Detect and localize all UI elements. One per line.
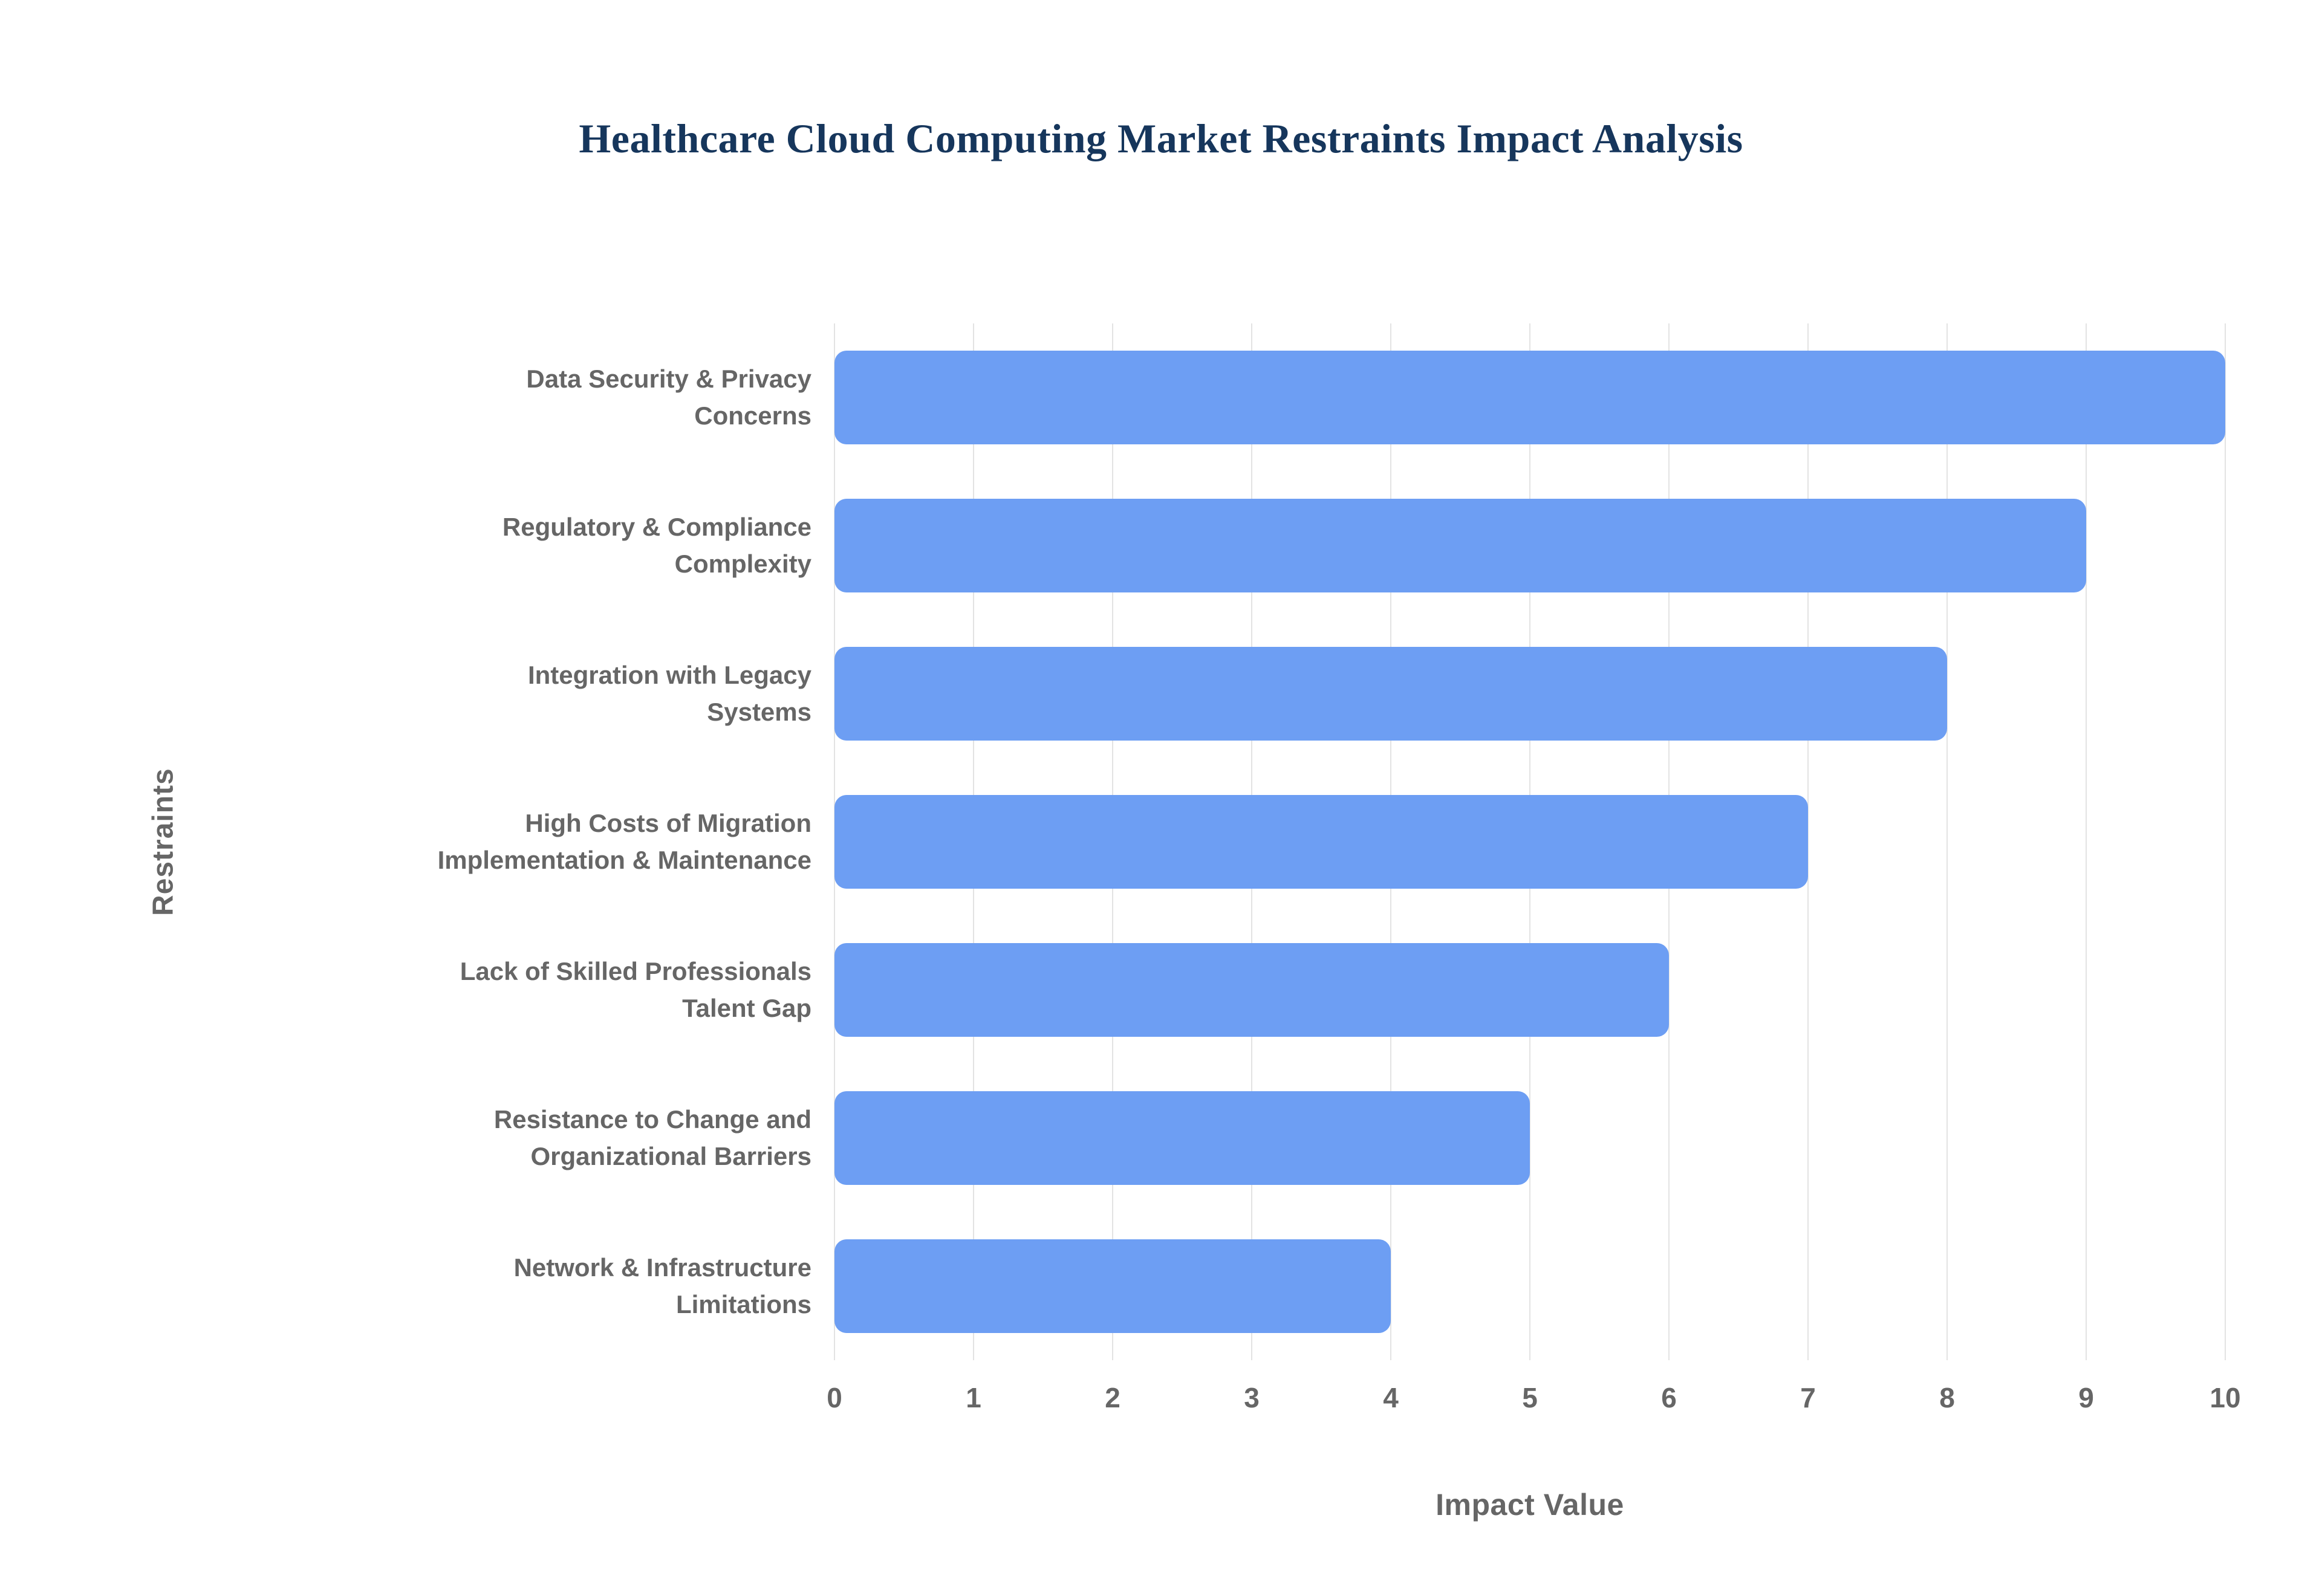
bar-cell: [834, 916, 2225, 1064]
bar[interactable]: [834, 1091, 1530, 1185]
category-label: Regulatory & Compliance Complexity: [502, 512, 811, 578]
bar-cell: [834, 768, 2225, 916]
bar[interactable]: [834, 351, 2225, 444]
gridline: [1946, 323, 1948, 1360]
x-axis-ticks: 0 1 2 3 4 5 6 7 8 9 10: [827, 1381, 2240, 1418]
category-label: Lack of Skilled Professionals Talent Gap: [460, 956, 811, 1022]
category-label: Network & Infrastructure Limitations: [513, 1253, 811, 1319]
bar[interactable]: [834, 795, 1808, 889]
x-tick-label: 0: [827, 1382, 842, 1413]
x-tick-label: 3: [1244, 1382, 1260, 1413]
x-tick-label: 8: [1939, 1382, 1955, 1413]
x-tick-label: 4: [1383, 1382, 1399, 1413]
category-label: Resistance to Change and Organizational …: [493, 1105, 811, 1170]
x-tick-label: 2: [1105, 1382, 1120, 1413]
gridline: [1807, 323, 1809, 1360]
category-label: High Costs of Migration Implementation &…: [437, 808, 811, 874]
bar-cell: [834, 472, 2225, 620]
x-tick-label: 7: [1800, 1382, 1816, 1413]
y-axis-title: Restraints: [147, 768, 180, 916]
bar-cell: [834, 620, 2225, 768]
bar-rows: Data Security & Privacy Concerns Regulato…: [248, 323, 2225, 1360]
category-label: Data Security & Privacy Concerns: [526, 364, 811, 430]
bar-cell: [834, 1064, 2225, 1212]
x-tick-label: 6: [1661, 1382, 1677, 1413]
gridline: [2225, 323, 2226, 1360]
bar[interactable]: [834, 499, 2086, 592]
category-label: Integration with Legacy Systems: [527, 660, 811, 726]
bar[interactable]: [834, 1239, 1391, 1333]
gridline: [2086, 323, 2087, 1360]
x-tick-label: 10: [2210, 1382, 2241, 1413]
x-axis-title: Impact Value: [1436, 1488, 1624, 1522]
x-tick-label: 9: [2078, 1382, 2094, 1413]
bar-cell: [834, 1212, 2225, 1360]
chart-title: Healthcare Cloud Computing Market Restra…: [579, 115, 1743, 161]
x-tick-label: 1: [966, 1382, 981, 1413]
bar[interactable]: [834, 943, 1669, 1037]
bar-cell: [834, 323, 2225, 472]
bar[interactable]: [834, 647, 1947, 741]
x-tick-label: 5: [1522, 1382, 1538, 1413]
